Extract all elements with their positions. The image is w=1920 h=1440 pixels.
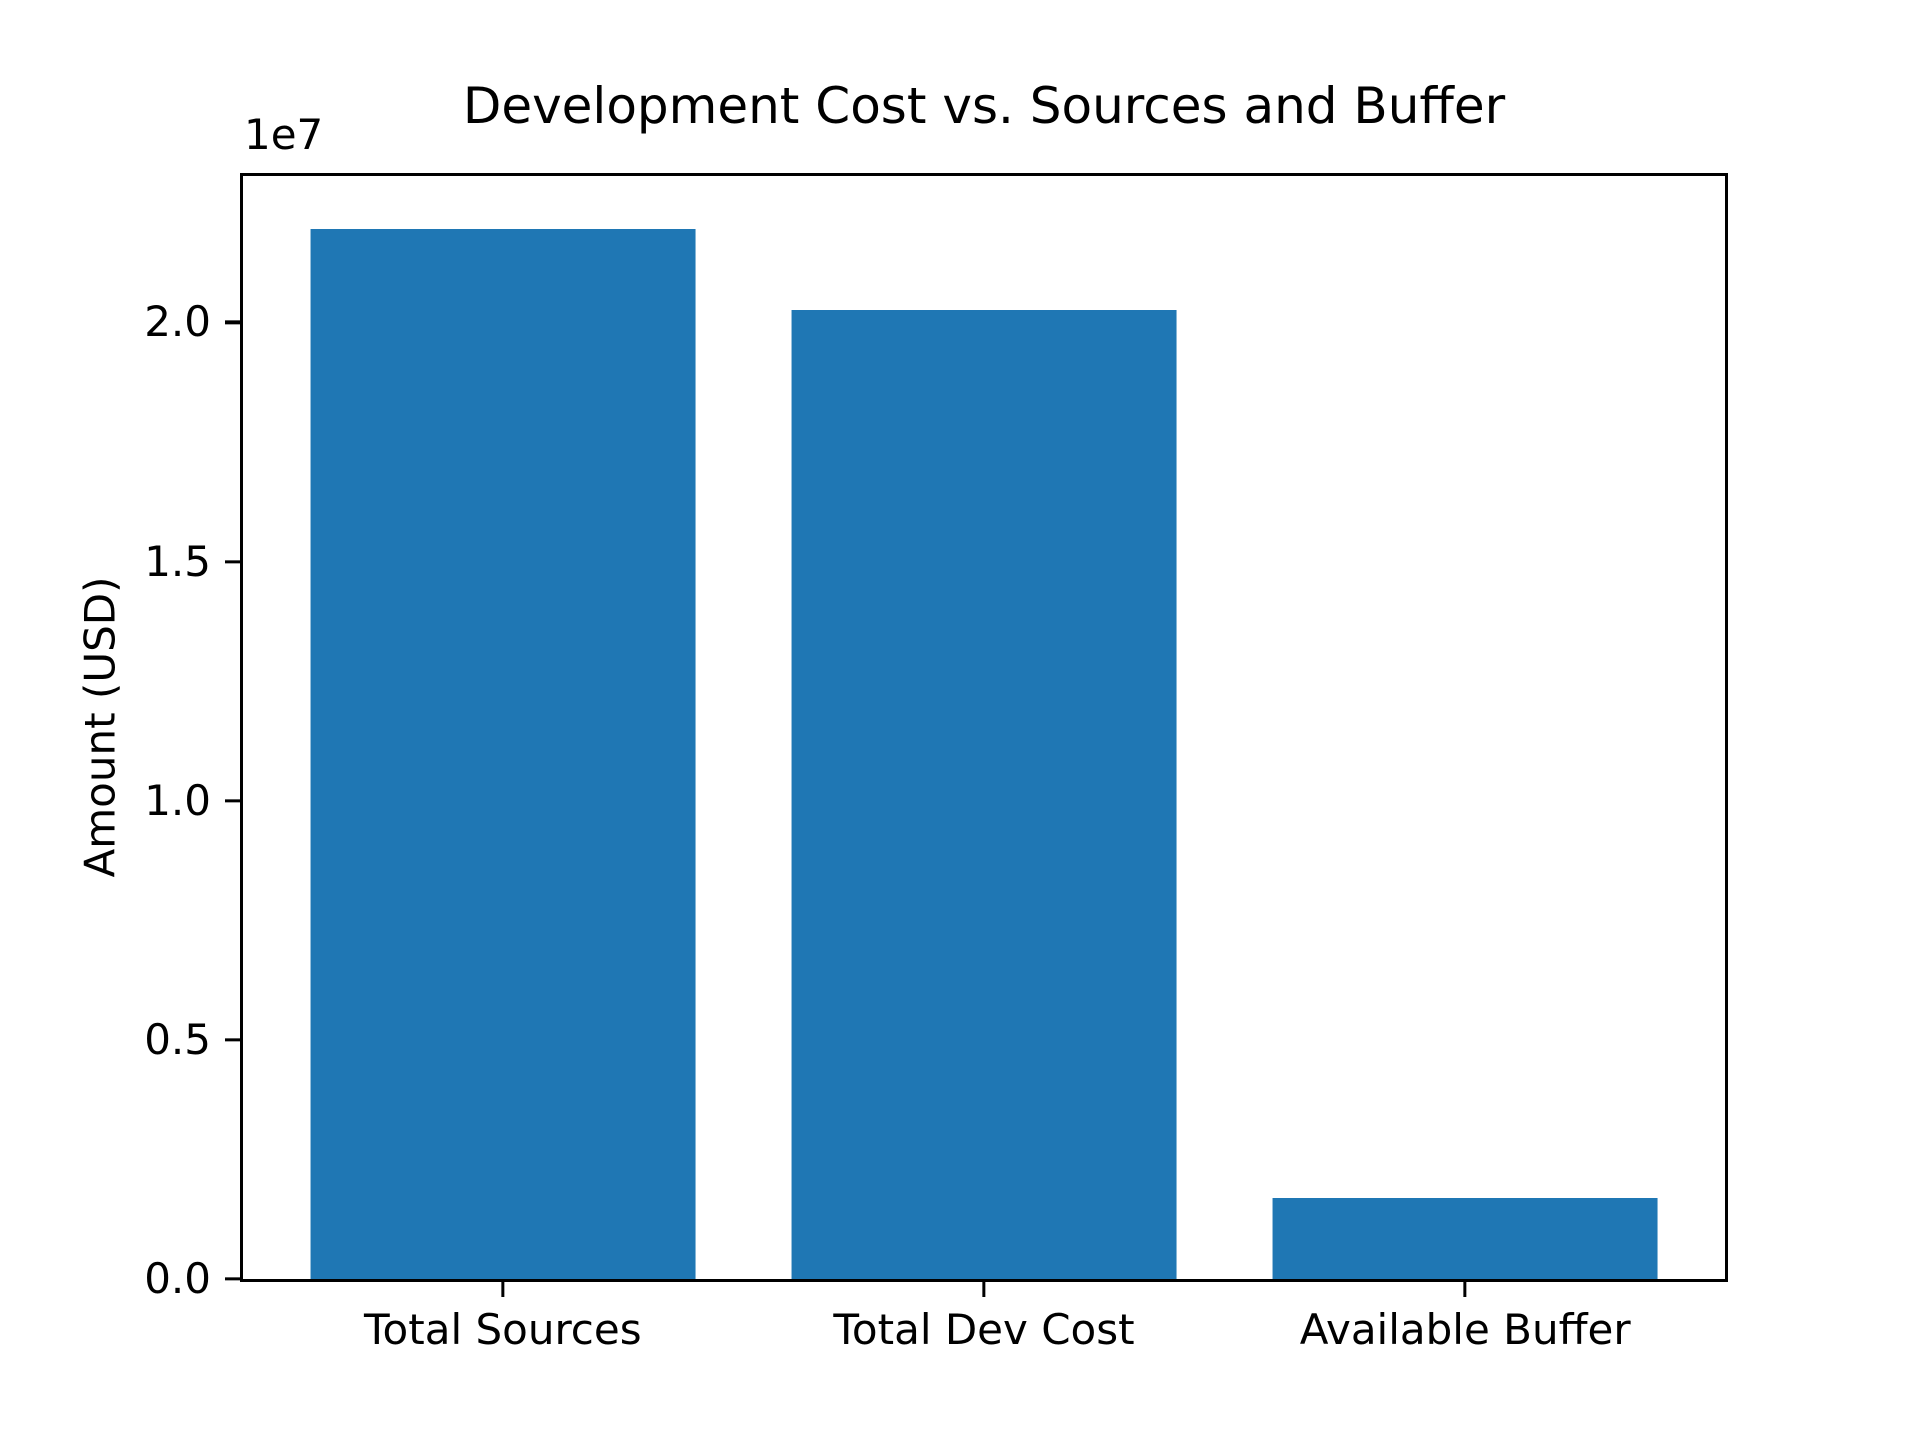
y-tick-mark	[225, 320, 240, 325]
x-tick-label-total-dev-cost: Total Dev Cost	[833, 1305, 1135, 1354]
y-tick-label: 0.5	[144, 1014, 211, 1064]
bar-total-sources	[310, 228, 696, 1279]
y-tick-mark	[225, 799, 240, 803]
y-tick-mark	[225, 559, 240, 564]
plot-area: 0.0 0.5 1.0 1.5 2.0 Total Sources Total Dev Co…	[144, 173, 1728, 1354]
x-tick-label-available-buffer: Available Buffer	[1299, 1305, 1631, 1354]
y-tick-label: 1.0	[144, 775, 211, 825]
y-tick-mark	[225, 1038, 240, 1042]
y-tick-label: 2.0	[144, 297, 211, 347]
y-tick-label: 1.5	[144, 536, 211, 586]
chart-title: Development Cost vs. Sources and Buffer	[462, 77, 1506, 135]
y-tick-label: 0.0	[144, 1254, 211, 1303]
y-axis-label: Amount (USD)	[75, 576, 125, 878]
x-tick-label-total-sources: Total Sources	[364, 1305, 642, 1354]
bar-total-dev-cost	[791, 309, 1177, 1279]
x-tick-mark	[1463, 1282, 1467, 1297]
y-axis-offset-label: 1e7	[244, 110, 324, 159]
bar-available-buffer	[1272, 1197, 1658, 1279]
y-tick-mark	[225, 1277, 240, 1281]
x-tick-mark	[501, 1282, 505, 1297]
x-tick-mark	[982, 1282, 986, 1297]
